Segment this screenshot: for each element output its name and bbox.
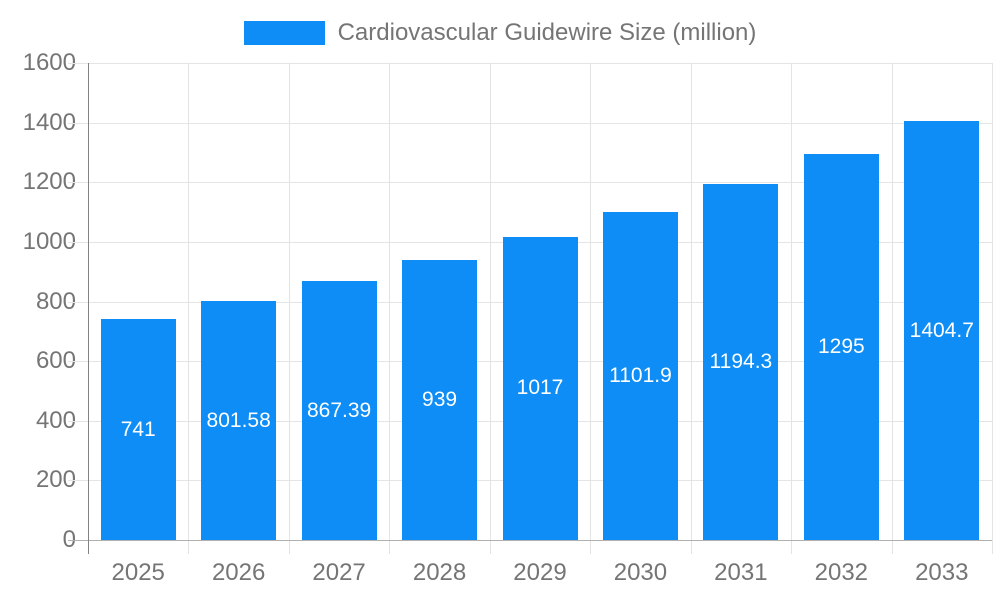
- gridline-horizontal: [68, 122, 992, 124]
- x-tick-label: 2031: [714, 559, 768, 586]
- y-axis-line: [88, 63, 89, 554]
- bar: 1404.7: [904, 121, 980, 540]
- bar: 801.58: [201, 301, 277, 540]
- gridline-vertical: [590, 63, 592, 554]
- bar-value-label: 801.58: [206, 408, 271, 432]
- bar: 939: [402, 260, 478, 540]
- gridline-vertical: [690, 63, 692, 554]
- bar-value-label: 939: [422, 388, 458, 412]
- bar: 1017: [502, 236, 578, 540]
- bar-value-label: 1404.7: [909, 318, 974, 342]
- y-tick-label: 0: [62, 526, 76, 553]
- y-tick-label: 1200: [22, 168, 76, 196]
- x-tick-label: 2025: [111, 559, 165, 586]
- gridline-vertical: [791, 63, 793, 554]
- gridline-horizontal: [68, 63, 992, 64]
- legend[interactable]: Cardiovascular Guidewire Size (million): [0, 19, 1000, 47]
- x-tick-label: 2030: [613, 559, 668, 586]
- legend-color-swatch: [243, 21, 325, 45]
- bar-value-label: 1194.3: [709, 349, 773, 373]
- gridline-vertical: [489, 63, 491, 554]
- bar-value-label: 1017: [516, 376, 564, 400]
- bar: 867.39: [301, 281, 377, 540]
- gridline-vertical: [891, 63, 893, 554]
- bar-value-label: 1101.9: [609, 363, 672, 387]
- y-tick-label: 1600: [22, 49, 76, 76]
- bar-value-label: 867.39: [306, 398, 372, 422]
- x-tick-label: 2032: [814, 559, 869, 586]
- bar: 741: [100, 319, 176, 540]
- x-tick-label: 2029: [513, 559, 567, 586]
- y-tick-label: 400: [35, 406, 76, 434]
- bar: 1295: [803, 153, 879, 540]
- y-tick-label: 200: [35, 466, 76, 494]
- y-tick-label: 600: [35, 347, 76, 375]
- y-tick-label: 1400: [22, 108, 76, 136]
- gridline-vertical: [389, 63, 391, 554]
- gridline-vertical: [992, 63, 993, 554]
- legend-label: Cardiovascular Guidewire Size (million): [337, 19, 757, 46]
- y-tick-label: 1000: [22, 227, 76, 255]
- plot-area: 741 801.58 867.39 939 1017 1101.9 1194.3 1295 14…: [68, 63, 993, 554]
- bar-value-label: 1295: [817, 334, 865, 358]
- bar-value-label: 741: [120, 417, 156, 441]
- x-tick-label: 2027: [312, 559, 366, 586]
- x-axis-baseline: [68, 540, 992, 541]
- x-tick-label: 2028: [412, 559, 467, 586]
- bar: 1101.9: [602, 211, 678, 540]
- x-tick-label: 2026: [211, 559, 266, 586]
- gridline-vertical: [188, 63, 190, 554]
- bar: 1194.3: [703, 183, 779, 540]
- x-tick-label: 2033: [915, 559, 969, 586]
- y-tick-label: 800: [35, 287, 76, 315]
- gridline-vertical: [288, 63, 290, 554]
- gridline-horizontal: [68, 182, 992, 184]
